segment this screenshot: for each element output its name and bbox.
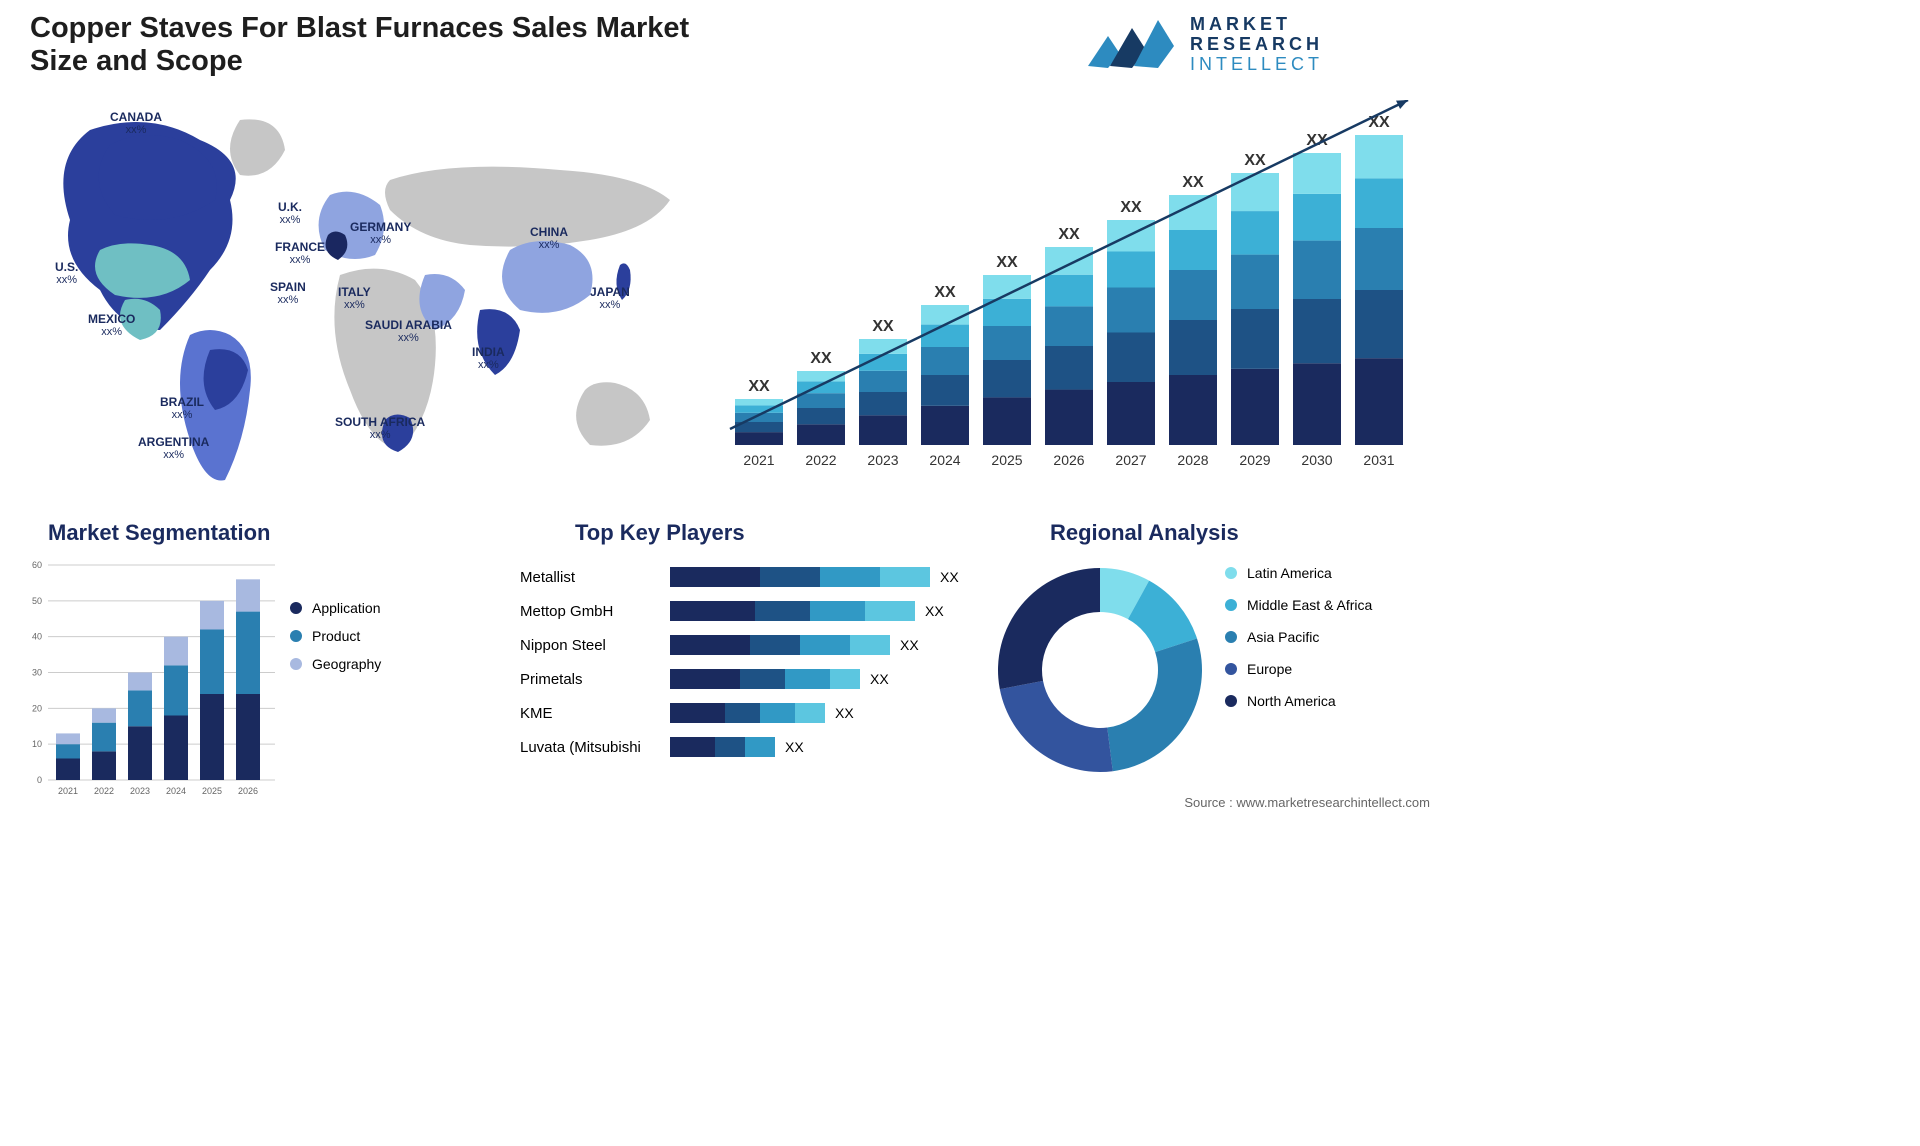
svg-text:2023: 2023 bbox=[130, 786, 150, 796]
svg-text:30: 30 bbox=[32, 668, 42, 678]
svg-text:2024: 2024 bbox=[166, 786, 186, 796]
svg-text:2030: 2030 bbox=[1301, 452, 1332, 468]
regional-donut bbox=[990, 560, 1210, 780]
legend-item: Latin America bbox=[1225, 565, 1372, 581]
svg-text:2026: 2026 bbox=[238, 786, 258, 796]
players-chart: MetallistXXMettop GmbHXXNippon SteelXXPr… bbox=[520, 560, 960, 810]
player-row: KMEXX bbox=[520, 696, 960, 730]
svg-text:20: 20 bbox=[32, 703, 42, 713]
svg-text:0: 0 bbox=[37, 775, 42, 785]
source-text: Source : www.marketresearchintellect.com bbox=[1184, 795, 1430, 810]
svg-text:2023: 2023 bbox=[867, 452, 898, 468]
market-size-chart: XX 2021 XX 2022 XX 2023 XX 2024 XX 2025 XX 2026 XX 20… bbox=[720, 100, 1420, 480]
player-row: Mettop GmbHXX bbox=[520, 594, 960, 628]
map-label: JAPANxx% bbox=[590, 285, 630, 313]
svg-text:2022: 2022 bbox=[805, 452, 836, 468]
svg-text:2021: 2021 bbox=[58, 786, 78, 796]
svg-text:50: 50 bbox=[32, 596, 42, 606]
svg-text:2022: 2022 bbox=[94, 786, 114, 796]
brand-logo: MARKETRESEARCHINTELLECT bbox=[1080, 10, 1420, 83]
legend-item: North America bbox=[1225, 693, 1372, 709]
svg-text:2025: 2025 bbox=[991, 452, 1022, 468]
svg-text:XX: XX bbox=[996, 254, 1018, 271]
svg-text:2027: 2027 bbox=[1115, 452, 1146, 468]
legend-item: Product bbox=[290, 628, 381, 644]
player-row: MetallistXX bbox=[520, 560, 960, 594]
legend-item: Middle East & Africa bbox=[1225, 597, 1372, 613]
map-label: SPAINxx% bbox=[270, 280, 306, 308]
player-row: PrimetalsXX bbox=[520, 662, 960, 696]
svg-text:2028: 2028 bbox=[1177, 452, 1208, 468]
svg-text:10: 10 bbox=[32, 739, 42, 749]
svg-text:2025: 2025 bbox=[202, 786, 222, 796]
segmentation-chart: 0 10 20 30 40 50 60 2021 2022 2023 2024 2025 2026 bbox=[20, 555, 280, 805]
svg-text:2024: 2024 bbox=[929, 452, 960, 468]
svg-text:XX: XX bbox=[1182, 174, 1204, 191]
page-title: Copper Staves For Blast Furnaces Sales M… bbox=[30, 12, 710, 78]
map-label: INDIAxx% bbox=[472, 345, 505, 373]
svg-text:RESEARCH: RESEARCH bbox=[1190, 34, 1323, 54]
map-label: CHINAxx% bbox=[530, 225, 568, 253]
svg-text:2029: 2029 bbox=[1239, 452, 1270, 468]
regional-legend: Latin America Middle East & Africa Asia Pa… bbox=[1225, 565, 1372, 725]
svg-text:XX: XX bbox=[934, 284, 956, 301]
svg-text:60: 60 bbox=[32, 560, 42, 570]
svg-text:MARKET: MARKET bbox=[1190, 14, 1291, 34]
svg-text:40: 40 bbox=[32, 632, 42, 642]
map-label: ARGENTINAxx% bbox=[138, 435, 209, 463]
svg-text:INTELLECT: INTELLECT bbox=[1190, 54, 1323, 74]
legend-item: Geography bbox=[290, 656, 381, 672]
map-label: ITALYxx% bbox=[338, 285, 371, 313]
map-label: SAUDI ARABIAxx% bbox=[365, 318, 452, 346]
svg-text:XX: XX bbox=[1120, 199, 1142, 216]
player-row: Luvata (MitsubishiXX bbox=[520, 730, 960, 764]
legend-item: Asia Pacific bbox=[1225, 629, 1372, 645]
segmentation-title: Market Segmentation bbox=[48, 520, 271, 546]
svg-text:2021: 2021 bbox=[743, 452, 774, 468]
map-label: SOUTH AFRICAxx% bbox=[335, 415, 425, 443]
svg-text:2026: 2026 bbox=[1053, 452, 1084, 468]
map-label: GERMANYxx% bbox=[350, 220, 411, 248]
svg-text:XX: XX bbox=[1058, 226, 1080, 243]
svg-text:XX: XX bbox=[810, 350, 832, 367]
player-row: Nippon SteelXX bbox=[520, 628, 960, 662]
map-label: FRANCExx% bbox=[275, 240, 325, 268]
map-label: CANADAxx% bbox=[110, 110, 162, 138]
svg-text:XX: XX bbox=[748, 378, 770, 395]
map-label: U.K.xx% bbox=[278, 200, 302, 228]
regional-title: Regional Analysis bbox=[1050, 520, 1239, 546]
svg-text:XX: XX bbox=[872, 318, 894, 335]
map-label: BRAZILxx% bbox=[160, 395, 204, 423]
map-label: MEXICOxx% bbox=[88, 312, 135, 340]
legend-item: Europe bbox=[1225, 661, 1372, 677]
world-map: CANADAxx% U.S.xx% MEXICOxx% BRAZILxx% ARGENT… bbox=[30, 100, 700, 490]
legend-item: Application bbox=[290, 600, 381, 616]
map-label: U.S.xx% bbox=[55, 260, 78, 288]
segmentation-legend: Application Product Geography bbox=[290, 600, 381, 684]
players-title: Top Key Players bbox=[575, 520, 745, 546]
svg-text:2031: 2031 bbox=[1363, 452, 1394, 468]
svg-text:XX: XX bbox=[1244, 152, 1266, 169]
